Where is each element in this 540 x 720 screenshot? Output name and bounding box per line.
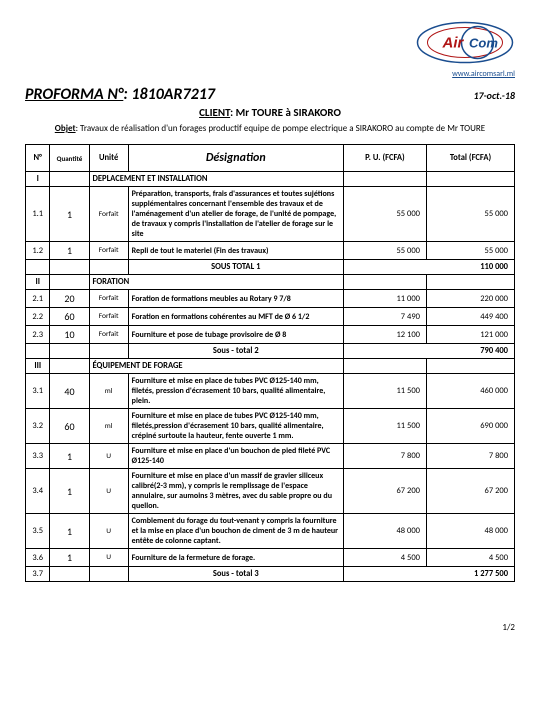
svg-text:Air: Air bbox=[442, 35, 465, 52]
table-row: 2.260ForfaitForation en formations cohér… bbox=[26, 308, 515, 326]
header-logo-area: Air Com bbox=[25, 20, 515, 65]
col-head-d: Désignation bbox=[128, 145, 343, 172]
proforma-label: PROFORMA N° bbox=[25, 85, 123, 104]
proforma-date: 17-oct.-18 bbox=[473, 89, 515, 102]
section-row: IIFORATION bbox=[26, 275, 515, 290]
objet-line: Objet: Travaux de réalisation d'un forag… bbox=[25, 123, 515, 134]
table-row: 3.61UFourniture de la fermeture de forag… bbox=[26, 549, 515, 567]
section-row: IDEPLACEMENT ET INSTALLATION bbox=[26, 172, 515, 187]
page-number: 1/2 bbox=[25, 622, 515, 633]
table-row: 3.31UFourniture et mise en place d'un bo… bbox=[26, 444, 515, 469]
website-link[interactable]: www.aircomsarl.ml bbox=[25, 69, 515, 79]
col-head-pu: P. U. (FCFA) bbox=[343, 145, 426, 172]
table-row: 3.51UComblement du forage du tout-venant… bbox=[26, 514, 515, 549]
subtotal-row: SOUS TOTAL 1110 000 bbox=[26, 260, 515, 275]
table-row: 3.140mlFourniture et mise en place de tu… bbox=[26, 374, 515, 409]
aircom-logo: Air Com bbox=[415, 20, 515, 65]
col-head-n: N° bbox=[26, 145, 50, 172]
col-head-u: Unité bbox=[89, 145, 128, 172]
svg-text:Com: Com bbox=[469, 36, 498, 51]
proforma-number: 1810AR7217 bbox=[131, 85, 215, 104]
table-row: 2.310ForfaitFourniture et pose de tubage… bbox=[26, 326, 515, 344]
table-row: 3.260mlFourniture et mise en place de tu… bbox=[26, 409, 515, 444]
subtotal-row: 3.7Sous - total 31 277 500 bbox=[26, 567, 515, 582]
subtotal-row: Sous - total 2790 400 bbox=[26, 344, 515, 359]
proforma-title: PROFORMA N°: 1810AR7217 bbox=[25, 85, 215, 104]
col-head-t: Total (FCFA) bbox=[426, 145, 514, 172]
table-row: 1.11ForfaitPréparation, transports, frai… bbox=[26, 187, 515, 242]
client-line: CLIENT: Mr TOURE à SIRAKORO bbox=[25, 106, 515, 119]
section-row: IIIÉQUIPEMENT DE FORAGE bbox=[26, 359, 515, 374]
table-header-row: N° Quantité Unité Désignation P. U. (FCF… bbox=[26, 145, 515, 172]
table-row: 2.120ForfaitForation de formations meubl… bbox=[26, 290, 515, 308]
proforma-table: N° Quantité Unité Désignation P. U. (FCF… bbox=[25, 144, 515, 582]
col-head-q: Quantité bbox=[50, 145, 89, 172]
table-row: 1.21ForfaitRepli de tout le materiel (Fi… bbox=[26, 242, 515, 260]
table-row: 3.41UFourniture et mise en place d'un ma… bbox=[26, 469, 515, 514]
